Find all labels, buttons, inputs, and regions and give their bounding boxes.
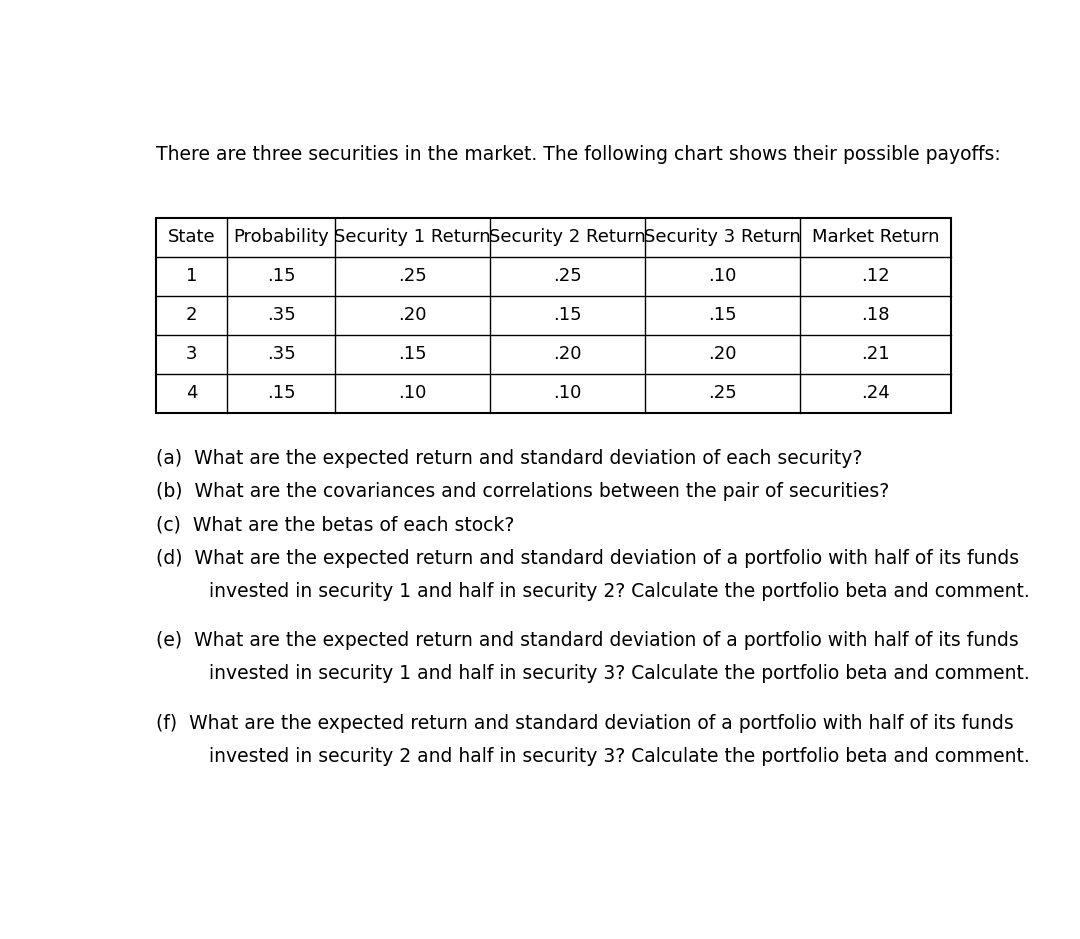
- Text: (b)  What are the covariances and correlations between the pair of securities?: (b) What are the covariances and correla…: [156, 482, 889, 501]
- Text: Security 2 Return: Security 2 Return: [489, 228, 646, 246]
- Text: 3: 3: [186, 346, 198, 363]
- Text: .10: .10: [399, 384, 427, 402]
- Text: Market Return: Market Return: [812, 228, 940, 246]
- Text: .15: .15: [708, 306, 737, 324]
- Text: (d)  What are the expected return and standard deviation of a portfolio with hal: (d) What are the expected return and sta…: [156, 548, 1020, 568]
- Text: .10: .10: [553, 384, 582, 402]
- Text: .15: .15: [267, 267, 296, 285]
- Text: There are three securities in the market. The following chart shows their possib: There are three securities in the market…: [156, 146, 1001, 164]
- Text: .25: .25: [708, 384, 737, 402]
- Text: invested in security 2 and half in security 3? Calculate the portfolio beta and : invested in security 2 and half in secur…: [208, 747, 1029, 766]
- Text: 4: 4: [186, 384, 198, 402]
- Text: 2: 2: [186, 306, 198, 324]
- Text: .12: .12: [861, 267, 890, 285]
- Text: .15: .15: [553, 306, 582, 324]
- Text: .25: .25: [553, 267, 582, 285]
- Text: invested in security 1 and half in security 2? Calculate the portfolio beta and : invested in security 1 and half in secur…: [208, 582, 1029, 601]
- Text: (a)  What are the expected return and standard deviation of each security?: (a) What are the expected return and sta…: [156, 449, 862, 468]
- Text: .15: .15: [399, 346, 427, 363]
- Text: .21: .21: [861, 346, 890, 363]
- Text: 1: 1: [186, 267, 198, 285]
- Text: .18: .18: [861, 306, 890, 324]
- Text: (c)  What are the betas of each stock?: (c) What are the betas of each stock?: [156, 516, 514, 534]
- Text: (e)  What are the expected return and standard deviation of a portfolio with hal: (e) What are the expected return and sta…: [156, 631, 1018, 650]
- Text: Probability: Probability: [233, 228, 329, 246]
- Text: .35: .35: [267, 306, 296, 324]
- Text: .20: .20: [399, 306, 427, 324]
- Text: .25: .25: [399, 267, 427, 285]
- Text: .20: .20: [553, 346, 582, 363]
- Text: State: State: [167, 228, 216, 246]
- Text: invested in security 1 and half in security 3? Calculate the portfolio beta and : invested in security 1 and half in secur…: [208, 665, 1029, 684]
- Text: Security 3 Return: Security 3 Return: [644, 228, 801, 246]
- Text: .15: .15: [267, 384, 296, 402]
- Text: .24: .24: [861, 384, 890, 402]
- Text: .20: .20: [708, 346, 737, 363]
- Text: .35: .35: [267, 346, 296, 363]
- Text: .10: .10: [708, 267, 737, 285]
- Text: Security 1 Return: Security 1 Return: [334, 228, 490, 246]
- Text: (f)  What are the expected return and standard deviation of a portfolio with hal: (f) What are the expected return and sta…: [156, 714, 1014, 732]
